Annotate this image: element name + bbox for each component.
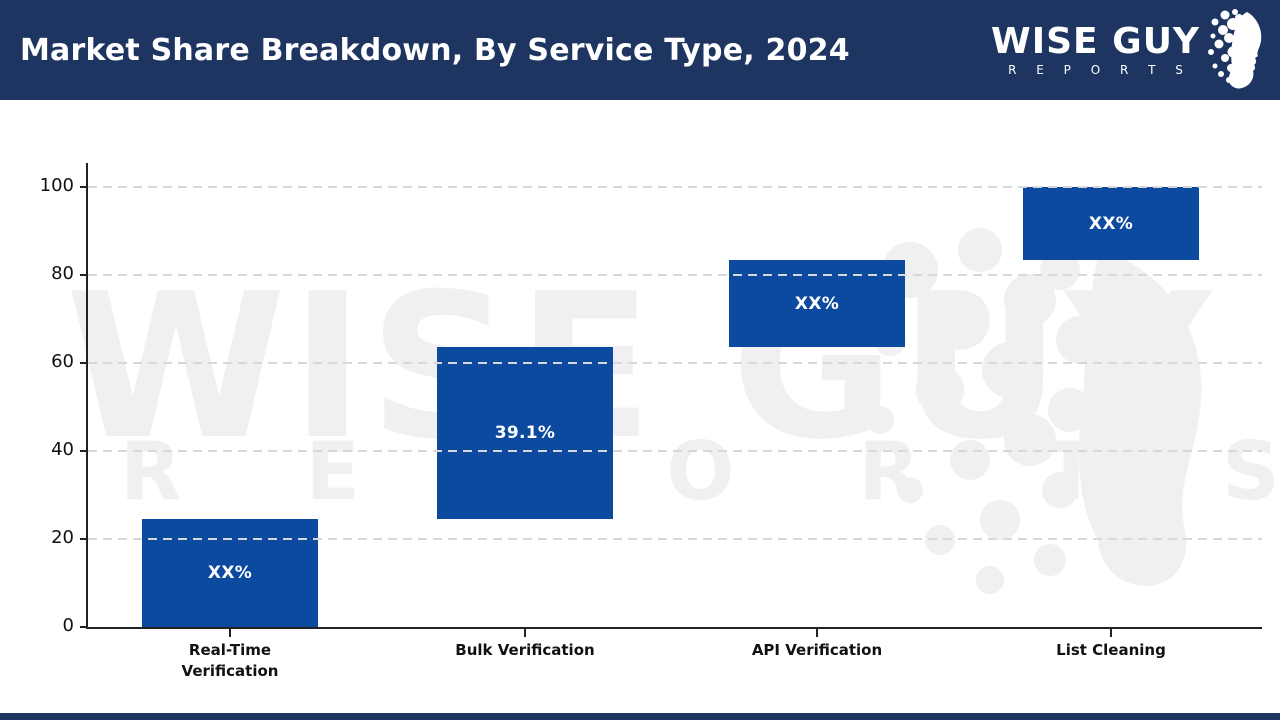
x-axis-line xyxy=(86,627,1262,629)
gridline xyxy=(88,538,1262,540)
page-title: Market Share Breakdown, By Service Type,… xyxy=(20,32,850,68)
y-axis-tick xyxy=(80,274,88,276)
x-category-label: API Verification xyxy=(751,641,883,659)
y-axis-tick xyxy=(80,186,88,188)
brand-logo: WISE GUY R E P O R T S xyxy=(991,8,1266,92)
x-category-label: List Cleaning xyxy=(1056,641,1166,659)
gridline xyxy=(88,274,1262,276)
bar-segment: XX% xyxy=(142,519,318,627)
logo-secondary-text: R E P O R T S xyxy=(1008,62,1191,77)
logo-primary-text: WISE GUY xyxy=(990,20,1200,62)
bar-value-label: XX% xyxy=(794,293,840,314)
x-axis-tick xyxy=(816,629,818,637)
watermark-dotted-head-icon xyxy=(866,224,1202,594)
logo-dotted-head-icon xyxy=(1208,9,1262,89)
y-axis-tick-label: 40 xyxy=(51,439,74,460)
bar-value-label: XX% xyxy=(1088,213,1134,234)
y-axis-tick-label: 60 xyxy=(51,351,74,372)
y-axis-tick-label: 20 xyxy=(51,527,74,548)
bar-value-label: 39.1% xyxy=(494,423,556,444)
gridline xyxy=(88,362,1262,364)
x-axis-tick xyxy=(1110,629,1112,637)
x-category-label: Real-Time Verification xyxy=(181,641,279,680)
bar-segment: 39.1% xyxy=(437,347,613,520)
y-axis-tick xyxy=(80,538,88,540)
header: Market Share Breakdown, By Service Type,… xyxy=(0,0,1280,100)
y-axis-tick xyxy=(80,626,88,628)
y-axis-tick-label: 0 xyxy=(62,615,74,636)
y-axis-tick xyxy=(80,362,88,364)
gridline xyxy=(88,450,1262,452)
x-category-label: Bulk Verification xyxy=(455,641,595,659)
footer-bar xyxy=(0,713,1280,720)
y-axis-line xyxy=(86,163,88,629)
x-axis-tick xyxy=(229,629,231,637)
bar-segment: XX% xyxy=(1023,187,1199,261)
y-axis-tick xyxy=(80,450,88,452)
bar-value-label: XX% xyxy=(207,563,253,584)
y-axis-tick-label: 100 xyxy=(39,175,74,196)
gridline xyxy=(88,186,1262,188)
x-axis-tick xyxy=(524,629,526,637)
y-axis-tick-label: 80 xyxy=(51,263,74,284)
